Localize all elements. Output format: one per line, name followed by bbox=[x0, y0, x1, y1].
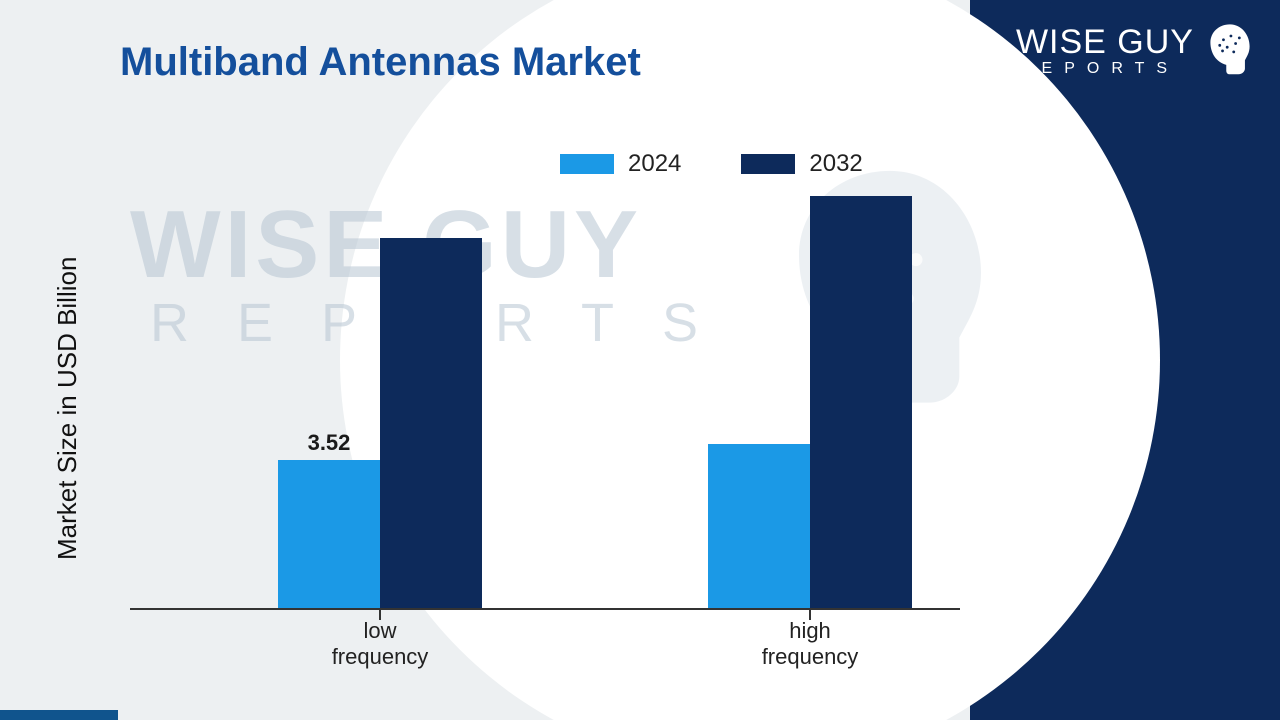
legend: 2024 2032 bbox=[560, 150, 863, 178]
bottom-accent-bar bbox=[0, 710, 118, 720]
legend-swatch-2024 bbox=[560, 154, 614, 174]
legend-swatch-2032 bbox=[741, 154, 795, 174]
chart-title: Multiband Antennas Market bbox=[120, 40, 641, 85]
x-category-label: lowfrequency bbox=[300, 618, 460, 671]
legend-item-2024: 2024 bbox=[560, 150, 681, 178]
bar-value-label: 3.52 bbox=[274, 430, 384, 456]
bar-2024-0 bbox=[278, 460, 380, 608]
brand-bottom: REPORTS bbox=[1018, 60, 1194, 78]
brand-top: WISE GUY bbox=[1016, 23, 1194, 62]
bar-2024-1 bbox=[708, 444, 810, 608]
legend-item-2032: 2032 bbox=[741, 150, 862, 178]
bar-2032-0 bbox=[380, 238, 482, 608]
chart-canvas: WISE GUY REPORTS Multiband Antennas Mark… bbox=[0, 0, 1280, 720]
legend-label-2032: 2032 bbox=[809, 150, 862, 178]
bar-2032-1 bbox=[810, 196, 912, 608]
brand-logo: WISE GUY REPORTS bbox=[1016, 22, 1258, 78]
x-axis-line bbox=[130, 608, 960, 610]
brand-head-icon bbox=[1202, 22, 1258, 78]
plot-area: lowfrequency3.52highfrequency bbox=[130, 190, 960, 610]
y-axis-label: Market Size in USD Billion bbox=[52, 257, 83, 560]
legend-label-2024: 2024 bbox=[628, 150, 681, 178]
x-category-label: highfrequency bbox=[730, 618, 890, 671]
